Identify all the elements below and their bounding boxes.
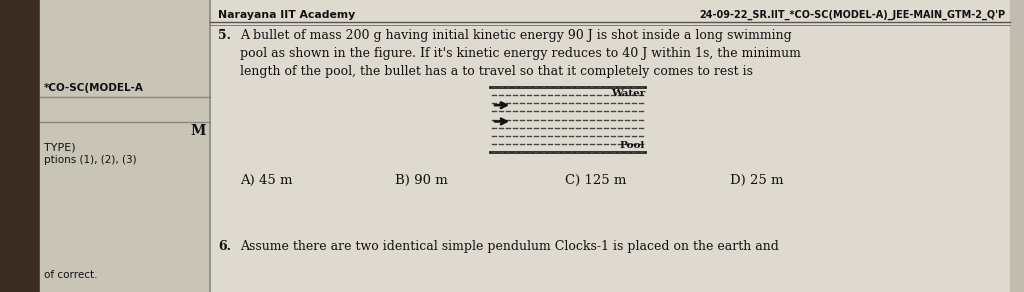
Text: Water: Water xyxy=(610,89,645,98)
Text: A) 45 m: A) 45 m xyxy=(240,174,293,187)
Text: of correct.: of correct. xyxy=(44,270,97,280)
Text: 24-09-22_SR.IIT_*CO-SC(MODEL-A)_JEE-MAIN_GTM-2_Q'P: 24-09-22_SR.IIT_*CO-SC(MODEL-A)_JEE-MAIN… xyxy=(698,10,1005,20)
Text: Pool: Pool xyxy=(620,141,645,150)
Text: *CO-SC(MODEL-A: *CO-SC(MODEL-A xyxy=(44,83,144,93)
Text: C) 125 m: C) 125 m xyxy=(565,174,627,187)
Text: A bullet of mass 200 g having initial kinetic energy 90 J is shot inside a long : A bullet of mass 200 g having initial ki… xyxy=(240,29,792,42)
Text: Narayana IIT Academy: Narayana IIT Academy xyxy=(218,10,355,20)
Text: pool as shown in the figure. If it's kinetic energy reduces to 40 J within 1s, t: pool as shown in the figure. If it's kin… xyxy=(240,47,801,60)
Bar xyxy=(40,0,210,292)
Text: length of the pool, the bullet has a to travel so that it completely comes to re: length of the pool, the bullet has a to … xyxy=(240,65,753,78)
Bar xyxy=(1010,0,1024,292)
Text: M: M xyxy=(190,124,206,138)
Bar xyxy=(0,0,40,292)
Text: D) 25 m: D) 25 m xyxy=(730,174,783,187)
Text: 5.: 5. xyxy=(218,29,231,42)
Bar xyxy=(210,0,1010,292)
Text: Assume there are two identical simple pendulum Clocks-1 is placed on the earth a: Assume there are two identical simple pe… xyxy=(240,240,779,253)
Text: TYPE): TYPE) xyxy=(44,142,76,152)
Text: ptions (1), (2), (3): ptions (1), (2), (3) xyxy=(44,155,136,165)
Text: 6.: 6. xyxy=(218,240,231,253)
Text: B) 90 m: B) 90 m xyxy=(395,174,447,187)
